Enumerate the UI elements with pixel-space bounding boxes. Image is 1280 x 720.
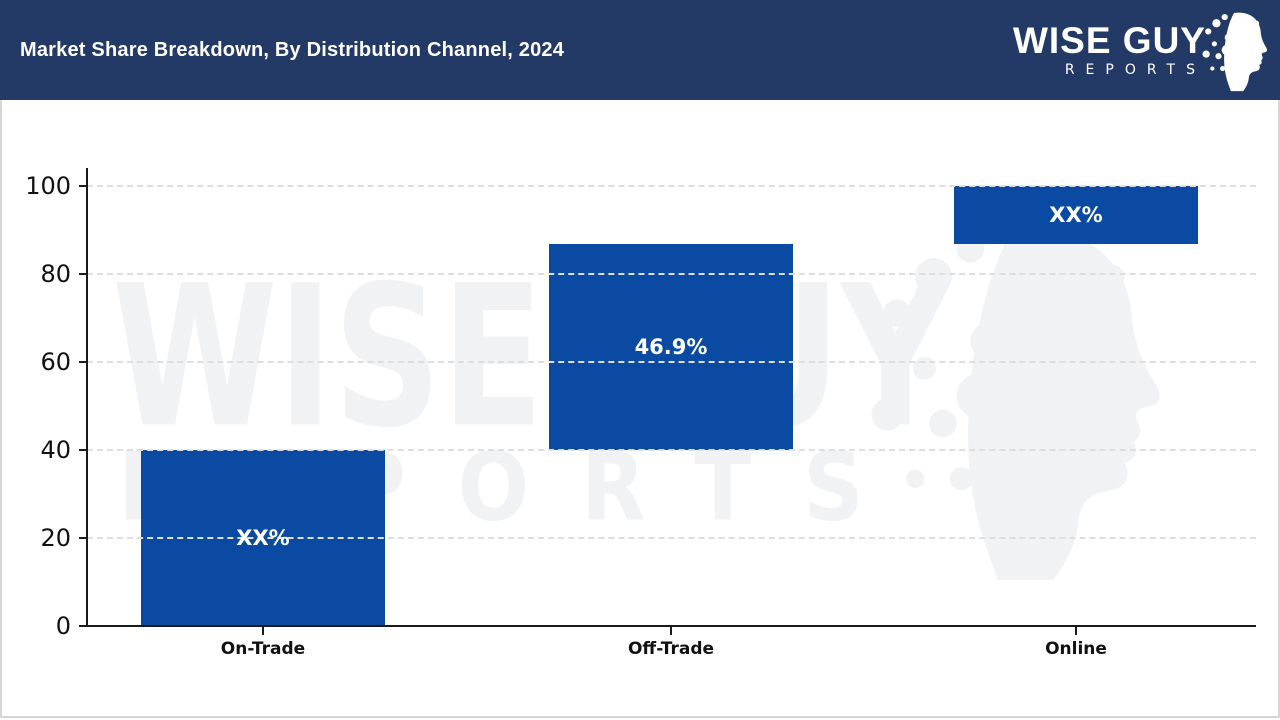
y-tick-100 — [79, 185, 87, 187]
x-tick-0 — [262, 627, 264, 635]
y-tick-label-20: 20 — [40, 524, 71, 552]
gridline-100 — [87, 185, 1256, 187]
y-tick-label-100: 100 — [25, 172, 71, 200]
logo-wordmark: WISE GUY — [1012, 19, 1206, 61]
gridline-80 — [87, 273, 1256, 275]
x-tick-label-1: Off-Trade — [627, 639, 715, 659]
x-axis-line — [86, 625, 1256, 627]
y-tick-label-80: 80 — [40, 260, 71, 288]
wise-guy-head-icon — [1202, 12, 1268, 92]
y-tick-label-60: 60 — [40, 348, 71, 376]
y-tick-label-40: 40 — [40, 436, 71, 464]
y-tick-80 — [79, 273, 87, 275]
bar-value-label-online: XX% — [1049, 202, 1103, 227]
watermark-head-icon — [871, 228, 1160, 580]
x-tick-1 — [670, 627, 672, 635]
bar-value-label-on-trade: XX% — [236, 526, 290, 550]
y-tick-60 — [79, 361, 87, 363]
watermark-wordmark: WISE GUY — [112, 245, 950, 472]
wise-guy-logo: WISE GUY REPORTS — [1013, 0, 1272, 100]
logo-text: WISE GUY REPORTS — [1012, 19, 1206, 79]
gridline-60 — [87, 361, 1256, 363]
y-tick-20 — [79, 537, 87, 539]
x-tick-label-2: Online — [1045, 639, 1107, 659]
header-bar: Market Share Breakdown, By Distribution … — [0, 0, 1280, 100]
x-tick-label-0: On-Trade — [220, 639, 306, 659]
page-title: Market Share Breakdown, By Distribution … — [20, 38, 565, 61]
bar-value-label-off-trade: 46.9% — [634, 334, 708, 359]
gridline-20 — [87, 537, 1256, 539]
y-tick-label-0: 0 — [55, 612, 71, 640]
gridline-40 — [87, 449, 1256, 451]
logo-subtitle: REPORTS — [1064, 61, 1206, 78]
y-tick-0 — [79, 625, 87, 627]
y-axis-line — [86, 168, 88, 627]
bar-off-trade — [549, 243, 793, 450]
y-tick-40 — [79, 449, 87, 451]
x-tick-2 — [1075, 627, 1077, 635]
